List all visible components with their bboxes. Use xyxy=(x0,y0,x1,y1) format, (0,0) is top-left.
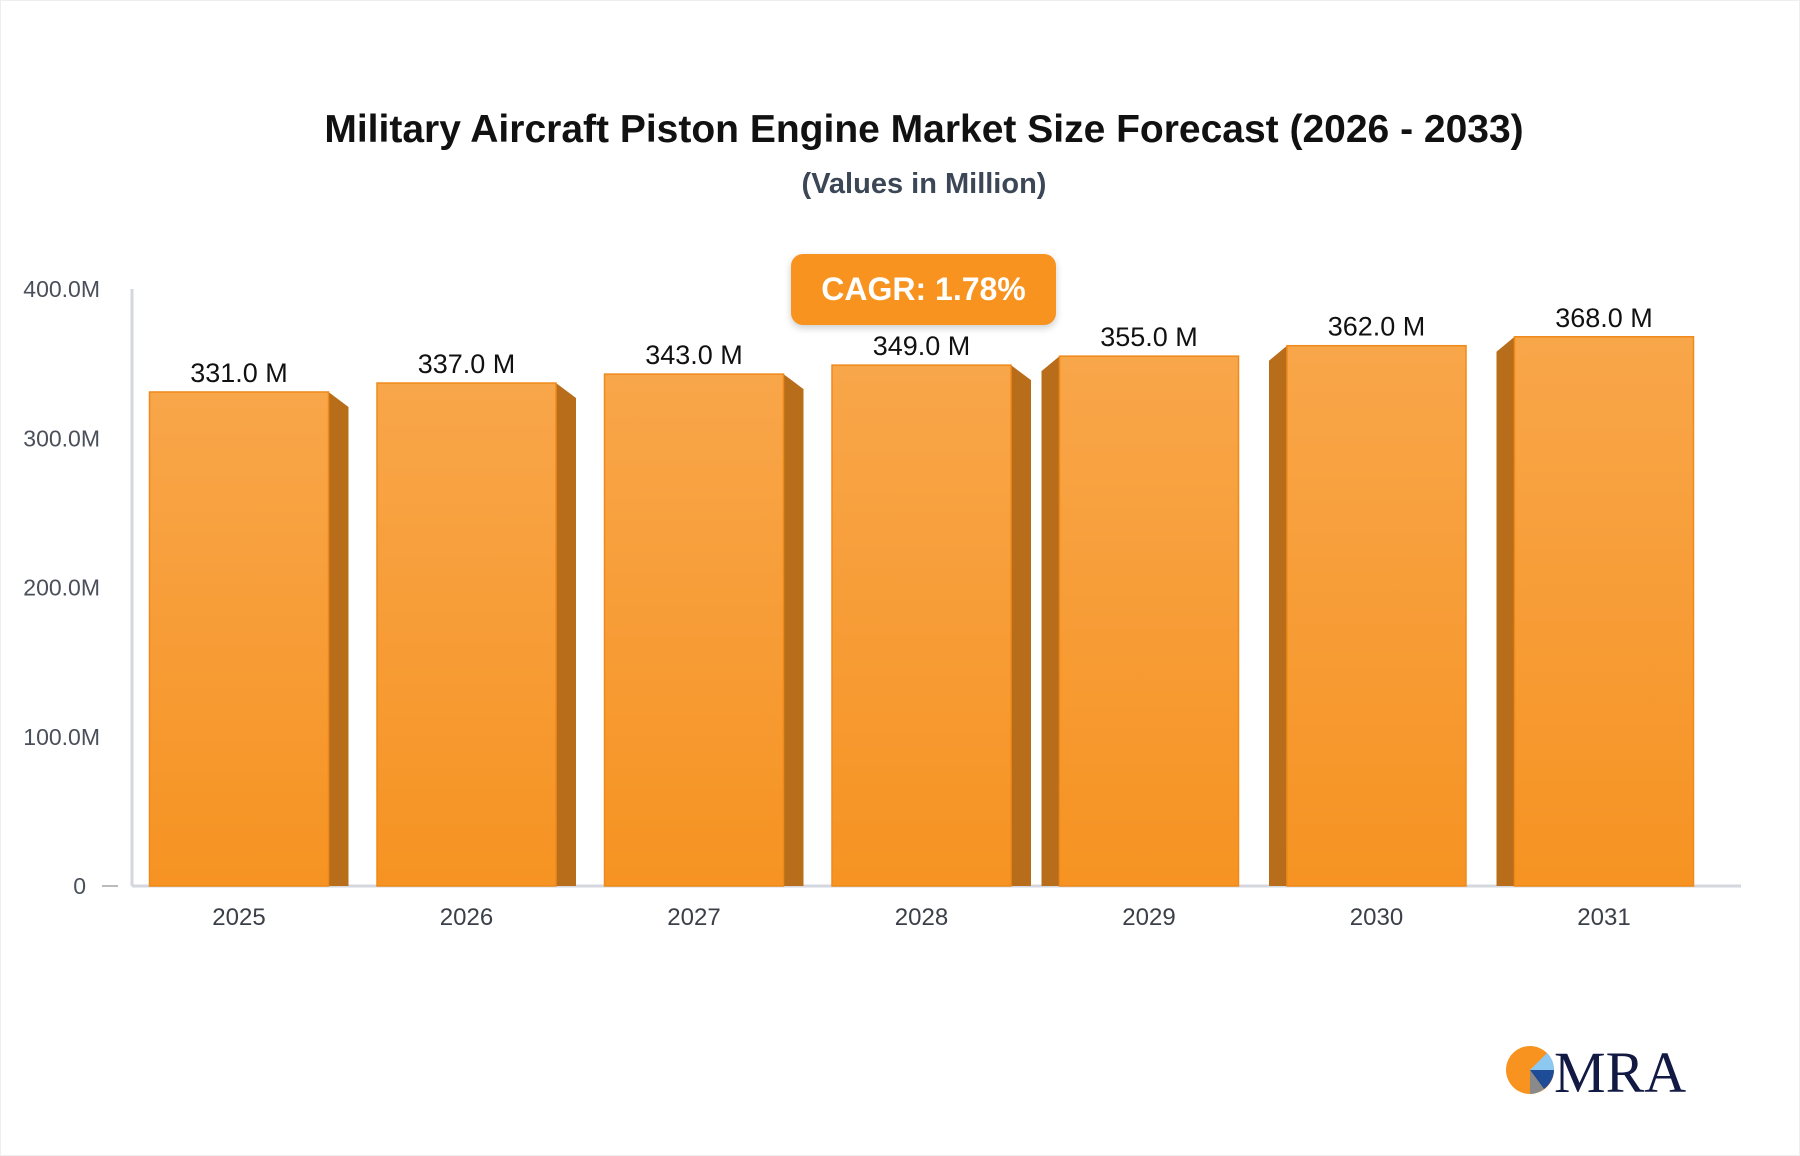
x-tick-label: 2027 xyxy=(667,904,720,931)
y-tick-label: 100.0M xyxy=(23,724,100,750)
bar-side xyxy=(1496,336,1515,886)
x-tick-label: 2025 xyxy=(212,904,265,931)
bar-side xyxy=(783,374,804,886)
svg-text:MRA: MRA xyxy=(1554,1040,1686,1100)
x-tick-label: 2031 xyxy=(1577,904,1630,931)
data-label: 355.0 M xyxy=(1100,322,1198,352)
bar-side xyxy=(1011,365,1031,886)
bar xyxy=(148,391,330,887)
bar xyxy=(1286,344,1467,887)
bar-side xyxy=(1041,356,1060,887)
mra-logo: MRA xyxy=(1506,1040,1686,1100)
data-label: 349.0 M xyxy=(873,331,971,361)
y-tick-label: 0 xyxy=(73,873,86,899)
bar-side xyxy=(556,383,576,886)
data-label: 343.0 M xyxy=(645,340,743,370)
y-tick-label: 300.0M xyxy=(23,425,100,451)
bar-side xyxy=(328,391,349,886)
bar xyxy=(1058,355,1240,887)
x-tick-label: 2028 xyxy=(895,904,948,931)
bar xyxy=(1513,336,1695,887)
bar xyxy=(831,364,1012,887)
chart-subtitle: (Values in Million) xyxy=(801,168,1047,200)
data-label: 362.0 M xyxy=(1328,312,1426,342)
data-label: 331.0 M xyxy=(190,358,288,388)
x-tick-label: 2026 xyxy=(440,904,493,931)
bar xyxy=(376,382,557,887)
data-label: 337.0 M xyxy=(418,349,516,379)
data-label: 368.0 M xyxy=(1555,303,1653,333)
cagr-badge: CAGR: 1.78% xyxy=(791,254,1056,325)
bar-side xyxy=(1269,345,1287,887)
x-tick-label: 2029 xyxy=(1122,904,1175,931)
y-tick-label: 400.0M xyxy=(23,276,100,302)
chart-title: Military Aircraft Piston Engine Market S… xyxy=(324,108,1524,151)
x-tick-label: 2030 xyxy=(1350,904,1403,931)
y-tick-label: 200.0M xyxy=(23,575,100,601)
bar xyxy=(603,373,785,887)
